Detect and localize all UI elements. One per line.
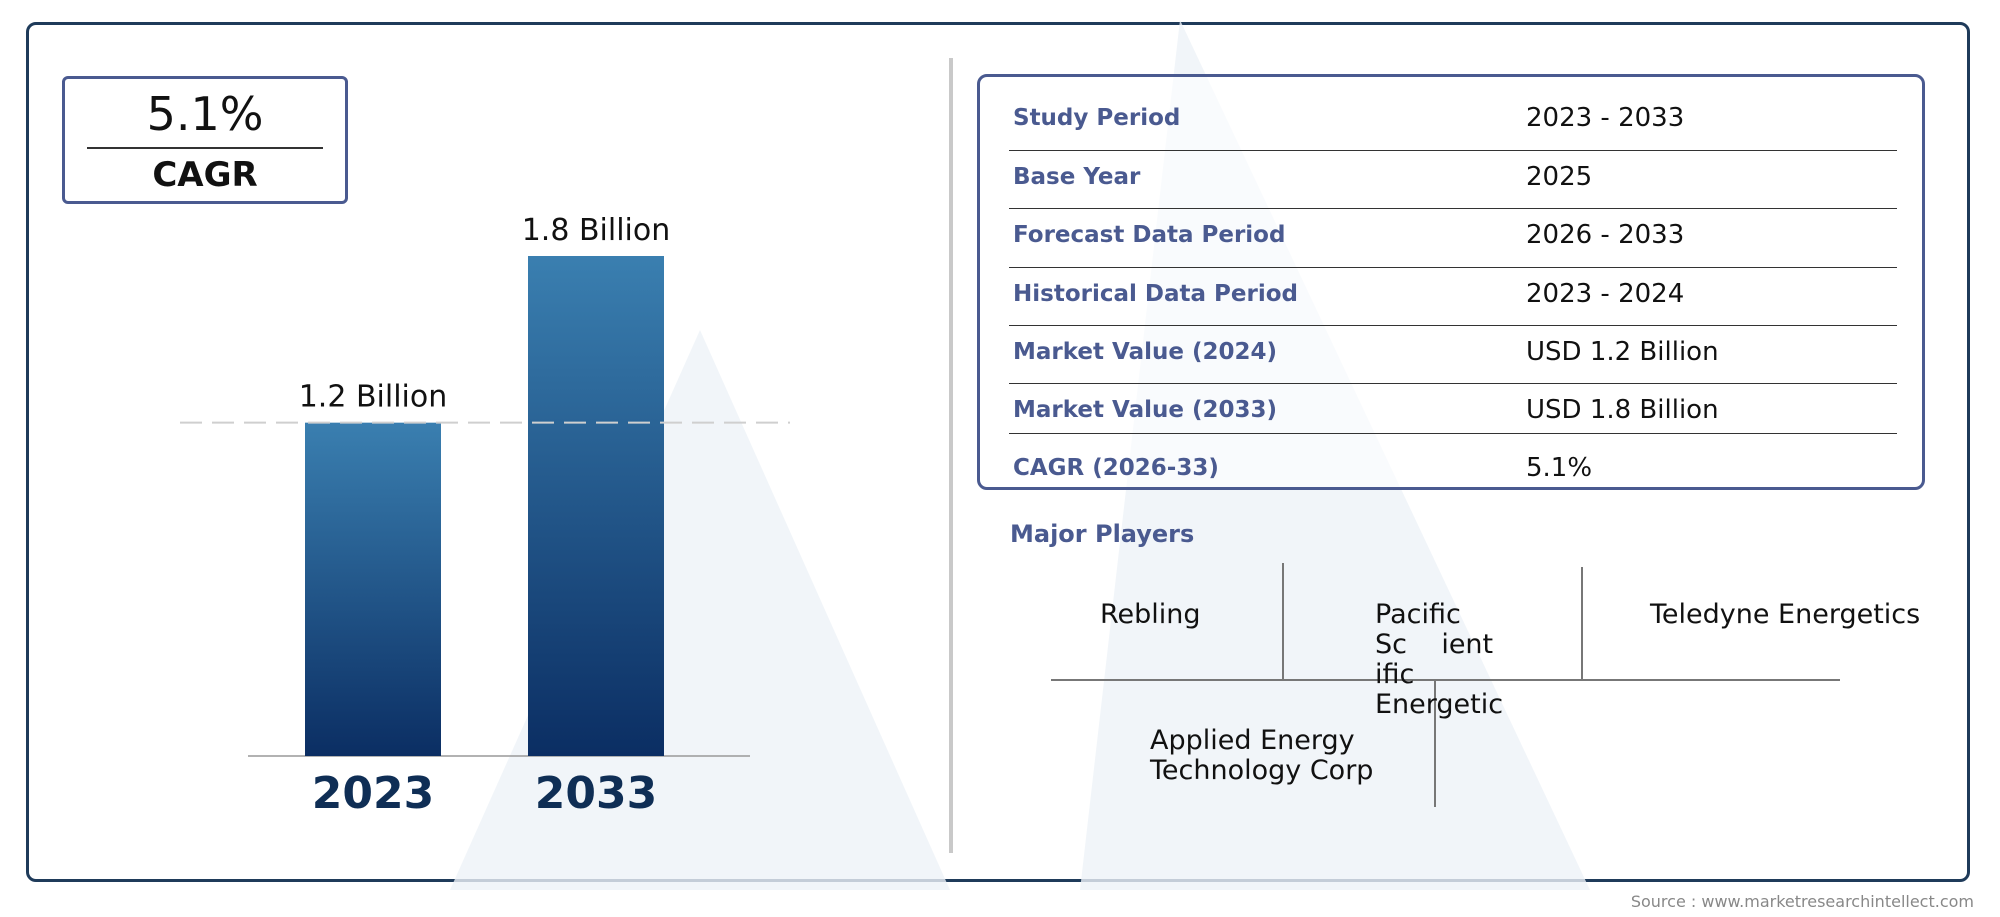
info-value: 2025 <box>1526 162 1593 192</box>
info-row: CAGR (2026-33) 5.1% <box>1009 441 1897 483</box>
x-tick-label: 2033 <box>535 768 657 819</box>
cagr-badge-divider <box>87 147 323 149</box>
info-row: Forecast Data Period 2026 - 2033 <box>1009 208 1897 268</box>
outer-frame <box>26 22 1970 882</box>
source-note: Source : www.marketresearchintellect.com <box>1630 892 1974 911</box>
info-value: 2026 - 2033 <box>1526 220 1685 250</box>
section-divider <box>949 58 953 853</box>
bar-2033 <box>528 256 664 756</box>
info-value: USD 1.2 Billion <box>1526 337 1719 367</box>
major-players-title: Major Players <box>1010 520 1195 548</box>
info-label: Historical Data Period <box>1013 281 1298 307</box>
info-label: Market Value (2033) <box>1013 397 1277 423</box>
info-label: CAGR (2026-33) <box>1013 455 1219 481</box>
players-divider <box>1434 680 1436 807</box>
info-value: 2023 - 2033 <box>1526 103 1685 133</box>
info-value: USD 1.8 Billion <box>1526 395 1719 425</box>
info-row: Market Value (2024) USD 1.2 Billion <box>1009 325 1897 384</box>
info-row: Base Year 2025 <box>1009 150 1897 209</box>
bar-2023 <box>305 422 441 756</box>
info-label: Market Value (2024) <box>1013 339 1277 365</box>
info-label: Base Year <box>1013 164 1141 190</box>
bar-data-label: 1.8 Billion <box>522 213 671 248</box>
bar-data-label: 1.2 Billion <box>299 380 448 415</box>
info-row: Study Period 2023 - 2033 <box>1009 91 1897 151</box>
info-label: Study Period <box>1013 105 1181 131</box>
x-tick-label: 2023 <box>312 768 434 819</box>
info-value: 5.1% <box>1526 453 1593 483</box>
bar-chart: 1.2 Billion 2023 1.8 Billion 2033 <box>180 213 790 819</box>
info-label: Forecast Data Period <box>1013 222 1286 248</box>
player-name: Rebling <box>1100 599 1201 630</box>
players-divider <box>1051 679 1840 681</box>
info-row: Market Value (2033) USD 1.8 Billion <box>1009 383 1897 434</box>
cagr-badge-value: 5.1% <box>146 87 264 141</box>
cagr-badge: 5.1% CAGR <box>62 76 348 204</box>
players-divider <box>1282 563 1284 679</box>
cagr-badge-label: CAGR <box>152 155 258 195</box>
player-name: Pacific Sc ient ific Energetic <box>1375 599 1504 720</box>
players-divider <box>1581 567 1583 679</box>
market-info-table: Study Period 2023 - 2033 Base Year 2025 Fore… <box>977 74 1925 490</box>
info-row: Historical Data Period 2023 - 2024 <box>1009 267 1897 326</box>
player-name: Teledyne Energetics <box>1650 599 1921 630</box>
player-name: Applied Energy Technology Corp <box>1150 725 1374 786</box>
info-value: 2023 - 2024 <box>1526 279 1685 309</box>
